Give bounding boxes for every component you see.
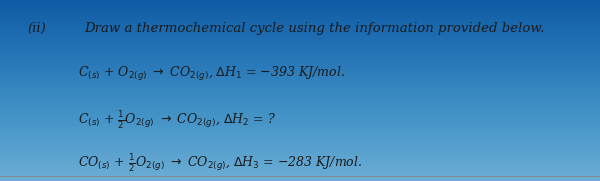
Text: C$_{(s)}$ + $\frac{1}{2}$O$_{2(g)}$ $\rightarrow$ CO$_{2(g)}$, $\Delta$H$_{2}$ =: C$_{(s)}$ + $\frac{1}{2}$O$_{2(g)}$ $\ri… bbox=[78, 109, 276, 131]
Text: (ii): (ii) bbox=[27, 22, 46, 35]
Text: CO$_{(s)}$ + $\frac{1}{2}$O$_{2(g)}$ $\rightarrow$ CO$_{2(g)}$, $\Delta$H$_{3}$ : CO$_{(s)}$ + $\frac{1}{2}$O$_{2(g)}$ $\r… bbox=[78, 152, 362, 174]
Text: Draw a thermochemical cycle using the information provided below.: Draw a thermochemical cycle using the in… bbox=[84, 22, 544, 35]
Text: C$_{(s)}$ + O$_{2(g)}$ $\rightarrow$ CO$_{2(g)}$, $\Delta$H$_{1}$ = $-$393 KJ/mo: C$_{(s)}$ + O$_{2(g)}$ $\rightarrow$ CO$… bbox=[78, 65, 345, 83]
